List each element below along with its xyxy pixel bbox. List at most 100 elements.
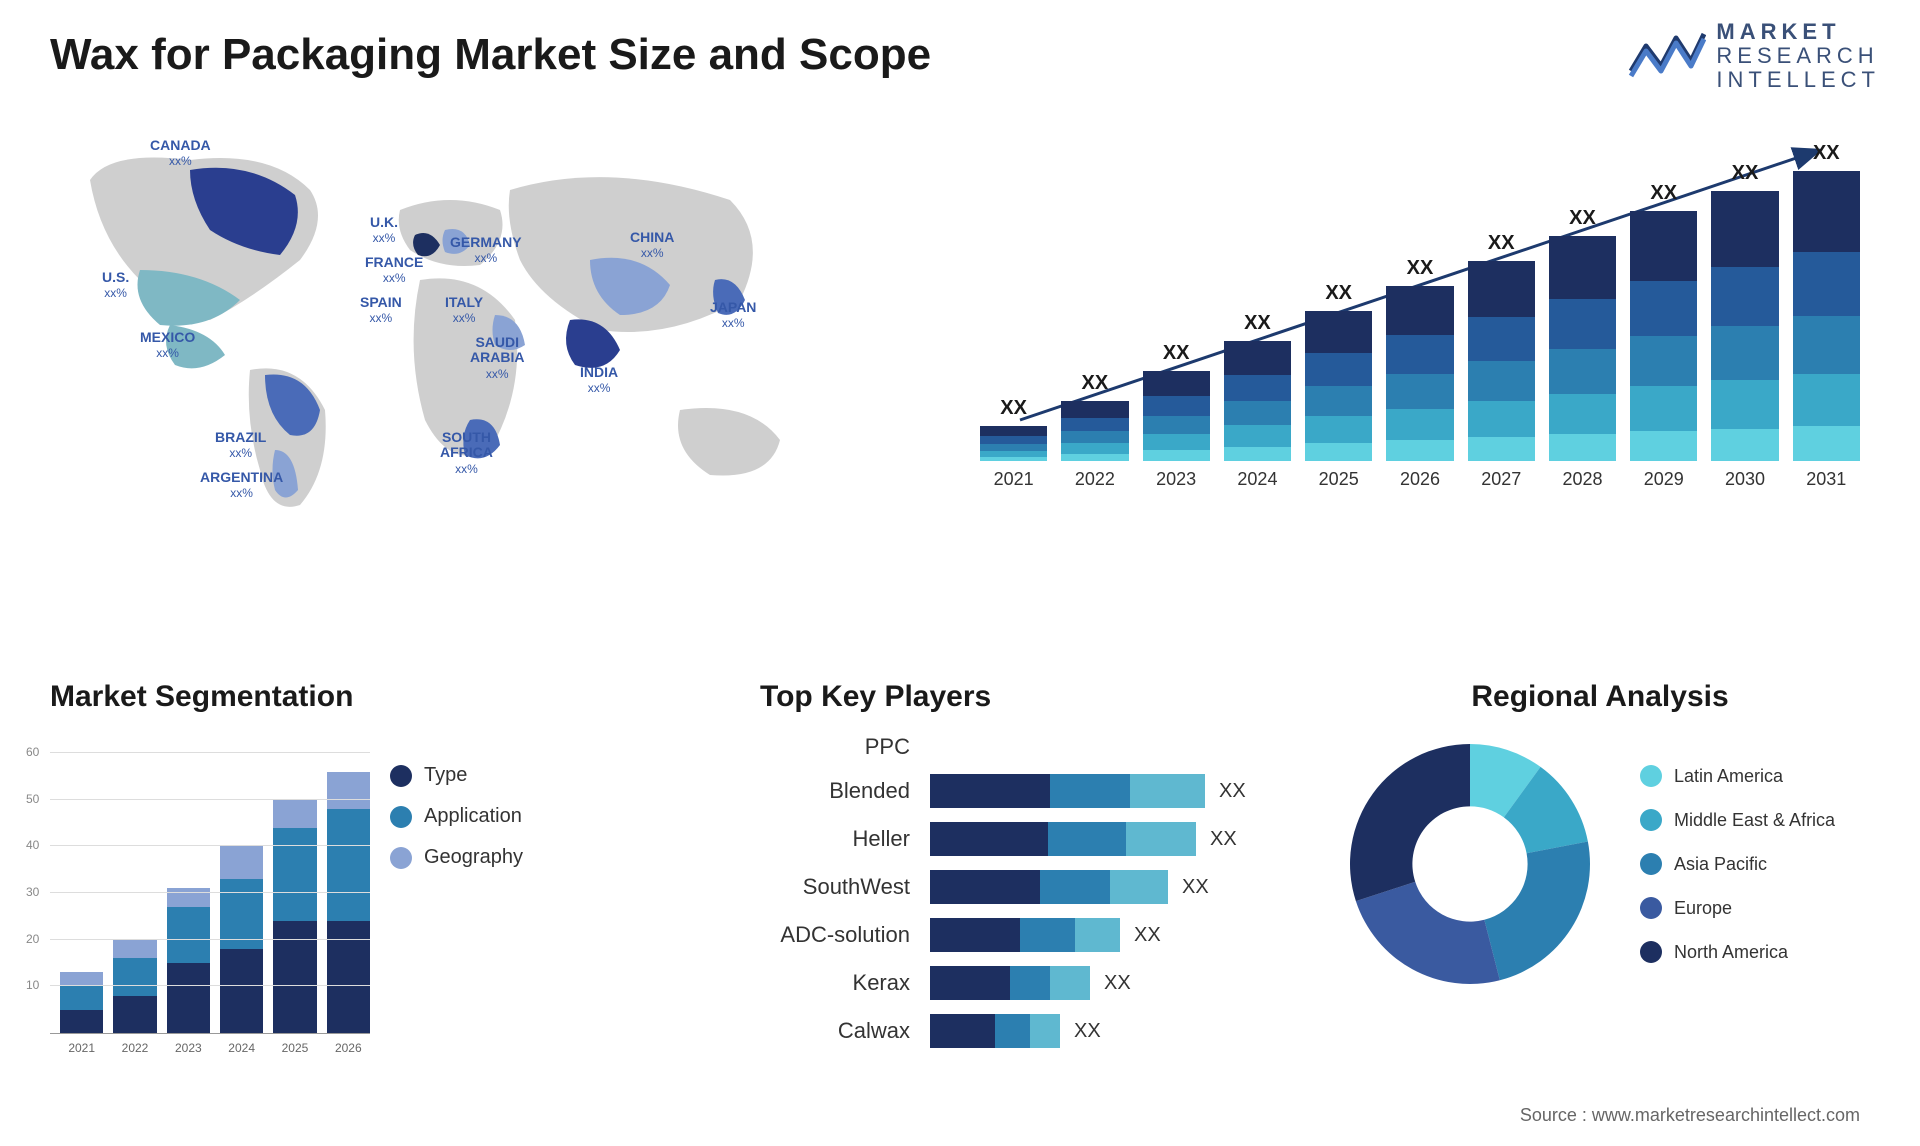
growth-year-label: 2022 bbox=[1075, 469, 1115, 490]
brand-logo: MARKET RESEARCH INTELLECT bbox=[1626, 20, 1880, 93]
growth-bar-value-label: XX bbox=[1325, 282, 1352, 305]
seg-bar-2025: 2025 bbox=[273, 800, 316, 1033]
growth-bar-value-label: XX bbox=[1407, 257, 1434, 280]
regional-analysis-section: Regional Analysis Latin America Middle Ea… bbox=[1340, 680, 1860, 994]
kp-row-adc-solution: ADC-solution XX bbox=[760, 918, 1360, 952]
seg-bar-2024: 2024 bbox=[220, 846, 263, 1033]
reg-legend-latin-america: Latin America bbox=[1640, 765, 1835, 787]
growth-year-label: 2024 bbox=[1237, 469, 1277, 490]
seg-legend-geography: Geography bbox=[390, 846, 523, 869]
growth-bar-2022: XX 2022 bbox=[1061, 372, 1128, 490]
kp-label: Kerax bbox=[760, 970, 930, 996]
growth-bar-2030: XX 2030 bbox=[1711, 162, 1778, 490]
kp-value-label: XX bbox=[1210, 828, 1237, 851]
growth-bar-value-label: XX bbox=[1163, 342, 1190, 365]
kp-value-label: XX bbox=[1134, 924, 1161, 947]
market-segmentation-section: Market Segmentation 20212022 202320242025… bbox=[50, 680, 610, 1034]
growth-bar-value-label: XX bbox=[1244, 312, 1271, 335]
map-label-canada: CANADAxx% bbox=[150, 138, 211, 169]
kp-row-blended: Blended XX bbox=[760, 774, 1360, 808]
kp-row-calwax: Calwax XX bbox=[760, 1014, 1360, 1048]
segmentation-title: Market Segmentation bbox=[50, 680, 610, 714]
key-players-title: Top Key Players bbox=[760, 680, 1360, 714]
map-label-germany: GERMANYxx% bbox=[450, 235, 522, 266]
regional-title: Regional Analysis bbox=[1340, 680, 1860, 714]
map-label-brazil: BRAZILxx% bbox=[215, 430, 266, 461]
growth-year-label: 2021 bbox=[994, 469, 1034, 490]
growth-bar-2031: XX 2031 bbox=[1793, 142, 1860, 490]
source-attribution: Source : www.marketresearchintellect.com bbox=[1520, 1105, 1860, 1126]
seg-bar-2023: 2023 bbox=[167, 888, 210, 1033]
kp-row-southwest: SouthWest XX bbox=[760, 870, 1360, 904]
map-label-argentina: ARGENTINAxx% bbox=[200, 470, 283, 501]
growth-bar-value-label: XX bbox=[1082, 372, 1109, 395]
kp-row-heller: Heller XX bbox=[760, 822, 1360, 856]
map-label-u-s-: U.S.xx% bbox=[102, 270, 129, 301]
map-label-spain: SPAINxx% bbox=[360, 295, 402, 326]
growth-bar-value-label: XX bbox=[1732, 162, 1759, 185]
logo-icon bbox=[1626, 26, 1706, 86]
map-label-india: INDIAxx% bbox=[580, 365, 618, 396]
kp-value-label: XX bbox=[1104, 972, 1131, 995]
map-label-mexico: MEXICOxx% bbox=[140, 330, 195, 361]
donut-slice-north-america bbox=[1350, 744, 1470, 901]
growth-year-label: 2027 bbox=[1481, 469, 1521, 490]
growth-bar-2026: XX 2026 bbox=[1386, 257, 1453, 490]
growth-year-label: 2031 bbox=[1806, 469, 1846, 490]
growth-bar-chart: XX 2021 XX 2022 XX 2023 XX 2024 XX 2025 XX 2026 XX 20… bbox=[980, 140, 1860, 520]
growth-bar-2027: XX 2027 bbox=[1468, 232, 1535, 490]
regional-legend: Latin America Middle East & Africa Asia Pa… bbox=[1640, 765, 1835, 963]
map-label-japan: JAPANxx% bbox=[710, 300, 756, 331]
kp-label: Heller bbox=[760, 826, 930, 852]
kp-label: ADC-solution bbox=[760, 922, 930, 948]
growth-bar-2029: XX 2029 bbox=[1630, 182, 1697, 490]
kp-label: SouthWest bbox=[760, 874, 930, 900]
growth-year-label: 2023 bbox=[1156, 469, 1196, 490]
growth-year-label: 2025 bbox=[1319, 469, 1359, 490]
map-label-south-africa: SOUTHAFRICAxx% bbox=[440, 430, 493, 476]
map-label-u-k-: U.K.xx% bbox=[370, 215, 398, 246]
donut-slice-europe bbox=[1356, 882, 1500, 984]
growth-bar-value-label: XX bbox=[1813, 142, 1840, 165]
growth-bar-value-label: XX bbox=[1000, 397, 1027, 420]
kp-label: Blended bbox=[760, 778, 930, 804]
logo-text: MARKET RESEARCH INTELLECT bbox=[1716, 20, 1880, 93]
kp-row-kerax: Kerax XX bbox=[760, 966, 1360, 1000]
growth-bar-2025: XX 2025 bbox=[1305, 282, 1372, 490]
reg-legend-europe: Europe bbox=[1640, 897, 1835, 919]
page-title: Wax for Packaging Market Size and Scope bbox=[50, 30, 931, 80]
growth-bar-2024: XX 2024 bbox=[1224, 312, 1291, 490]
world-map: CANADAxx% U.S.xx% MEXICOxx% BRAZILxx% ARGENT… bbox=[50, 120, 900, 520]
growth-bar-2021: XX 2021 bbox=[980, 397, 1047, 490]
growth-year-label: 2030 bbox=[1725, 469, 1765, 490]
kp-row-ppc: PPC bbox=[760, 734, 1360, 760]
kp-value-label: XX bbox=[1182, 876, 1209, 899]
map-label-italy: ITALYxx% bbox=[445, 295, 483, 326]
seg-bar-2026: 2026 bbox=[327, 772, 370, 1033]
seg-bar-2021: 2021 bbox=[60, 972, 103, 1033]
kp-value-label: XX bbox=[1074, 1020, 1101, 1043]
growth-year-label: 2028 bbox=[1562, 469, 1602, 490]
key-players-section: Top Key Players PPCBlendedXXHellerXXSout… bbox=[760, 680, 1360, 1062]
growth-bar-2028: XX 2028 bbox=[1549, 207, 1616, 490]
segmentation-chart: 202120222023202420252026 102030405060 bbox=[50, 734, 370, 1034]
growth-bar-value-label: XX bbox=[1650, 182, 1677, 205]
growth-bar-value-label: XX bbox=[1569, 207, 1596, 230]
segmentation-legend: Type Application Geography bbox=[390, 734, 523, 1034]
map-label-saudi-arabia: SAUDIARABIAxx% bbox=[470, 335, 524, 381]
map-label-china: CHINAxx% bbox=[630, 230, 674, 261]
seg-bar-2022: 2022 bbox=[113, 940, 156, 1033]
growth-bar-value-label: XX bbox=[1488, 232, 1515, 255]
regional-donut-chart bbox=[1340, 734, 1600, 994]
seg-legend-application: Application bbox=[390, 805, 523, 828]
growth-year-label: 2029 bbox=[1644, 469, 1684, 490]
reg-legend-middle-east-africa: Middle East & Africa bbox=[1640, 809, 1835, 831]
seg-legend-type: Type bbox=[390, 764, 523, 787]
reg-legend-asia-pacific: Asia Pacific bbox=[1640, 853, 1835, 875]
kp-label: PPC bbox=[760, 734, 930, 760]
kp-label: Calwax bbox=[760, 1018, 930, 1044]
map-label-france: FRANCExx% bbox=[365, 255, 423, 286]
kp-value-label: XX bbox=[1219, 780, 1246, 803]
growth-year-label: 2026 bbox=[1400, 469, 1440, 490]
donut-slice-asia-pacific bbox=[1484, 842, 1590, 981]
